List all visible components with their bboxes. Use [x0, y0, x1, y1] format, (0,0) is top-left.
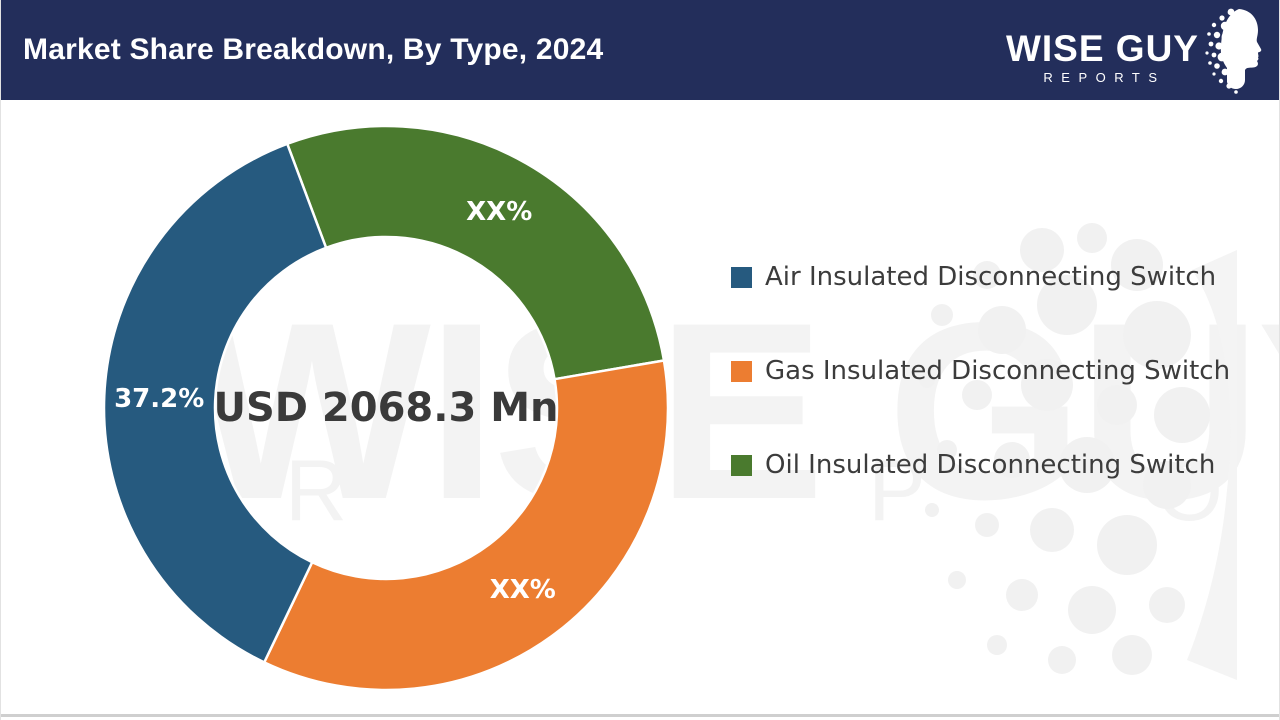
chart-center-total: USD 2068.3 Mn	[213, 385, 559, 431]
slice-percent-label: XX%	[466, 197, 532, 227]
legend-swatch-oil	[731, 454, 752, 476]
watermark-face-pattern	[919, 223, 1237, 680]
slice-percent-label: 37.2%	[114, 384, 204, 414]
slice-percent-label: XX%	[490, 575, 556, 605]
legend-label: Oil Insulated Disconnecting Switch	[765, 450, 1216, 480]
donut-segment-1[interactable]	[262, 359, 670, 692]
donut-chart: XX% XX% 37.2%	[102, 124, 670, 692]
legend-item-gas[interactable]: Gas Insulated Disconnecting Switch	[731, 356, 1230, 386]
donut-segment-2[interactable]	[102, 142, 328, 664]
chart-area: WISE GUY R E P O R T S XX%X	[1, 100, 1279, 717]
header: Market Share Breakdown, By Type, 2024 WI…	[1, 0, 1279, 100]
brand-logo: WISE GUY REPORTS	[1006, 6, 1263, 94]
legend-swatch-gas	[731, 360, 752, 382]
logo-face-icon	[1205, 8, 1262, 94]
watermark-text: WISE GUY	[193, 271, 1279, 552]
legend-item-oil[interactable]: Oil Insulated Disconnecting Switch	[731, 450, 1230, 480]
brand-logo-subtitle: REPORTS	[1043, 69, 1166, 85]
legend-label: Gas Insulated Disconnecting Switch	[765, 356, 1231, 386]
brand-logo-text: WISE GUY REPORTS	[1006, 30, 1199, 85]
legend-swatch-air	[731, 266, 752, 288]
brand-logo-name: WISE GUY	[1005, 27, 1199, 69]
donut-segment-0[interactable]	[285, 124, 666, 381]
legend-label: Air Insulated Disconnecting Switch	[765, 262, 1217, 292]
page-title: Market Share Breakdown, By Type, 2024	[23, 33, 604, 66]
chart-legend: Air Insulated Disconnecting Switch Gas I…	[731, 262, 1230, 480]
legend-item-air[interactable]: Air Insulated Disconnecting Switch	[731, 262, 1230, 292]
bottom-divider	[1, 714, 1279, 717]
